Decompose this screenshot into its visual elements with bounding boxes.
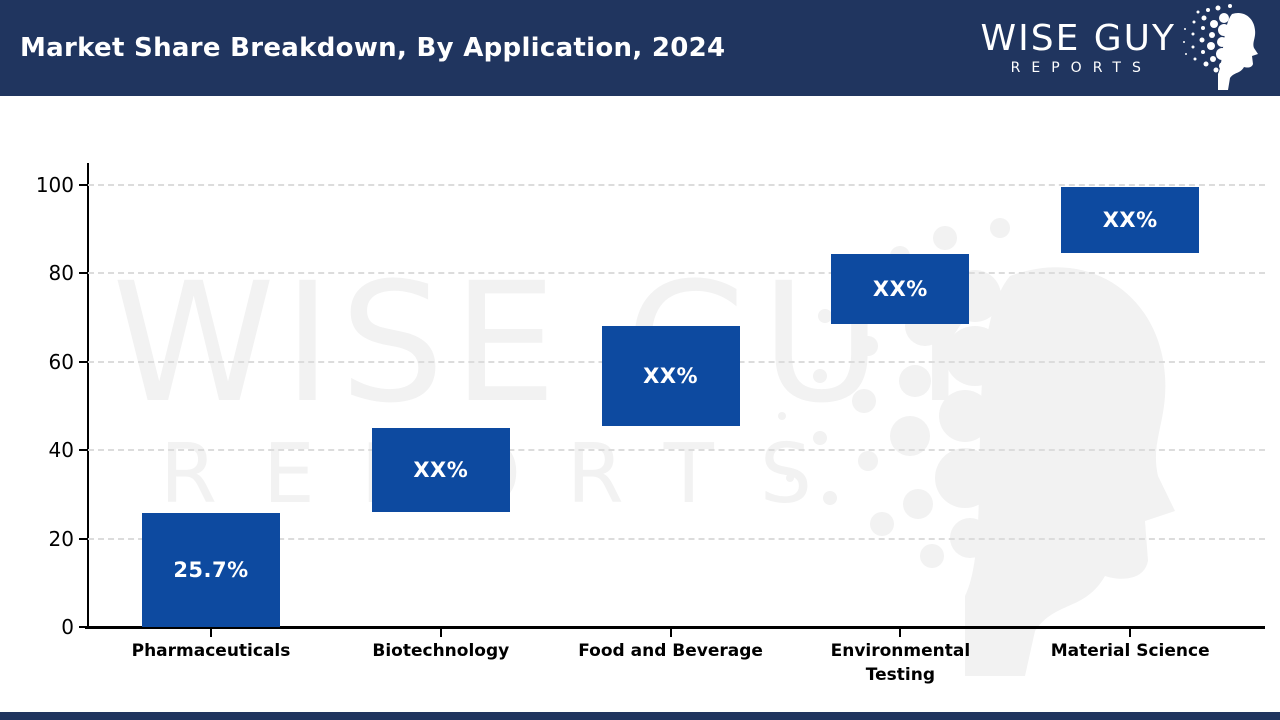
x-tick-5: [1129, 629, 1132, 637]
header-band: Market Share Breakdown, By Application, …: [0, 0, 1280, 96]
y-tick-20: [79, 537, 87, 540]
x-tick-1: [210, 629, 212, 637]
bar-5: XX%: [1061, 187, 1200, 253]
x-category-label-4: Environmental Testing: [830, 641, 971, 685]
logo-subtitle: REPORTS: [1010, 59, 1152, 76]
dotted-head-icon: [1183, 4, 1258, 91]
bar-value-label: 25.7%: [173, 558, 249, 583]
watermark-head-icon: [778, 218, 1175, 676]
wise-guy-reports-logo: WISE GUY REPORTS: [981, 4, 1280, 92]
x-axis-line: [85, 626, 1265, 629]
footer-band: [0, 712, 1280, 720]
x-category-label-5: Material Science: [1050, 641, 1210, 661]
y-tick-label-60: 60: [48, 349, 74, 374]
x-tick-3: [669, 629, 672, 637]
page-title: Market Share Breakdown, By Application, …: [20, 33, 726, 63]
y-tick-label-100: 100: [35, 173, 74, 197]
bar-4: XX%: [831, 253, 970, 324]
x-tick-2: [439, 629, 442, 637]
y-tick-label-0: 0: [61, 615, 74, 639]
bar-1: 25.7%: [142, 513, 280, 627]
y-tick-label-40: 40: [48, 438, 74, 463]
bar-value-label: XX%: [1102, 207, 1158, 232]
gridline-40: [88, 449, 1265, 452]
logo-text: WISE GUY REPORTS: [980, 17, 1177, 76]
bar-3: XX%: [601, 326, 740, 427]
gridline-100: [88, 184, 1265, 186]
y-tick-label-20: 20: [48, 526, 74, 551]
y-tick-40: [79, 449, 87, 452]
bar-value-label: XX%: [872, 276, 928, 301]
gridline-20: [88, 537, 1265, 540]
bar-value-label: XX%: [643, 364, 699, 389]
y-tick-0: [79, 626, 87, 628]
y-tick-80: [79, 272, 87, 275]
bar-2: XX%: [371, 428, 510, 513]
gridline-80: [88, 272, 1265, 275]
x-category-label-3: Food and Beverage: [578, 641, 763, 661]
y-axis-line: [87, 163, 89, 628]
bar-value-label: XX%: [413, 458, 469, 483]
y-tick-100: [79, 184, 87, 186]
x-tick-4: [899, 629, 902, 637]
y-tick-label-80: 80: [48, 261, 74, 286]
logo-wordmark: WISE GUY: [980, 17, 1176, 59]
x-category-label-1: Pharmaceuticals: [131, 641, 291, 661]
x-category-label-2: Biotechnology: [372, 641, 510, 661]
y-tick-60: [79, 360, 87, 363]
